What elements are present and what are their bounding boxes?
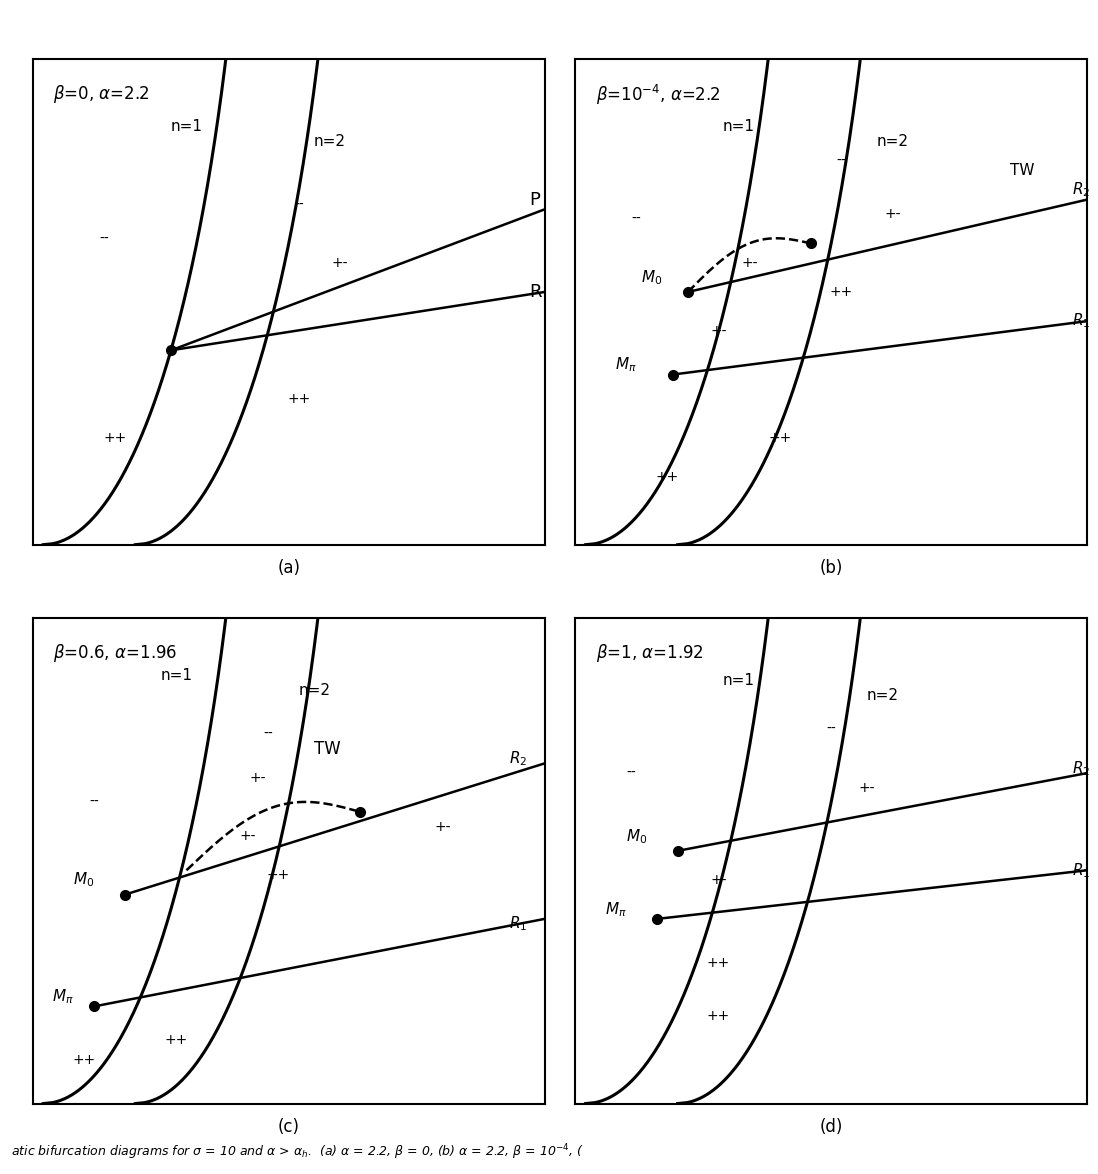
Text: $R_2$: $R_2$ <box>1072 181 1090 200</box>
Text: TW: TW <box>1010 163 1034 178</box>
Text: TW: TW <box>314 740 341 757</box>
Text: ++: ++ <box>707 956 730 970</box>
Text: --: -- <box>264 727 273 741</box>
Text: R: R <box>529 283 541 301</box>
Text: (a): (a) <box>278 559 300 578</box>
Text: n=2: n=2 <box>299 683 330 699</box>
Text: +-: +- <box>859 781 875 795</box>
Text: (b): (b) <box>819 559 843 578</box>
Text: $M_0$: $M_0$ <box>641 268 662 286</box>
Text: +-: +- <box>741 256 758 270</box>
Text: --: -- <box>294 197 304 211</box>
Text: $\beta$=0.6, $\alpha$=1.96: $\beta$=0.6, $\alpha$=1.96 <box>54 642 178 663</box>
Text: (c): (c) <box>278 1118 300 1136</box>
Text: ++: ++ <box>103 431 126 445</box>
Text: $M_\pi$: $M_\pi$ <box>615 356 637 375</box>
Text: n=2: n=2 <box>314 134 346 149</box>
Text: $R_2$: $R_2$ <box>1072 758 1090 777</box>
Text: --: -- <box>837 154 847 168</box>
Text: $R_2$: $R_2$ <box>508 749 527 768</box>
Text: ++: ++ <box>267 868 290 882</box>
Text: $M_0$: $M_0$ <box>626 826 647 845</box>
Text: +-: +- <box>884 208 900 221</box>
Text: $\beta$=1, $\alpha$=1.92: $\beta$=1, $\alpha$=1.92 <box>596 642 704 663</box>
Text: n=1: n=1 <box>160 668 192 683</box>
Text: atic bifurcation diagrams for $\sigma$ = 10 and $\alpha$ > $\alpha_h$.  (a) $\al: atic bifurcation diagrams for $\sigma$ =… <box>11 1142 584 1162</box>
Text: P: P <box>529 190 540 209</box>
Text: n=2: n=2 <box>876 134 908 149</box>
Text: --: -- <box>627 767 637 780</box>
Text: $R_1$: $R_1$ <box>1072 312 1090 330</box>
Text: --: -- <box>631 212 641 227</box>
Text: +-: +- <box>239 829 256 843</box>
Text: ++: ++ <box>288 392 311 406</box>
Text: +-: +- <box>710 324 727 338</box>
Text: +-: +- <box>710 873 727 888</box>
Text: $M_\pi$: $M_\pi$ <box>53 987 74 1006</box>
Text: ++: ++ <box>656 470 679 484</box>
Text: ++: ++ <box>830 285 853 299</box>
Text: $\beta$=10$^{-4}$, $\alpha$=2.2: $\beta$=10$^{-4}$, $\alpha$=2.2 <box>596 83 720 107</box>
Text: ++: ++ <box>707 1010 730 1023</box>
Text: (d): (d) <box>819 1118 843 1136</box>
Text: n=1: n=1 <box>170 120 202 134</box>
Text: n=1: n=1 <box>724 673 755 688</box>
Text: $M_0$: $M_0$ <box>74 871 94 890</box>
Text: ++: ++ <box>165 1033 188 1047</box>
Text: +-: +- <box>434 819 450 834</box>
Text: $\beta$=0, $\alpha$=2.2: $\beta$=0, $\alpha$=2.2 <box>54 83 150 104</box>
Text: --: -- <box>100 231 110 245</box>
Text: ++: ++ <box>769 431 792 445</box>
Text: n=1: n=1 <box>724 120 755 134</box>
Text: +-: +- <box>250 771 267 785</box>
Text: ++: ++ <box>72 1053 96 1067</box>
Text: $R_1$: $R_1$ <box>508 915 527 933</box>
Text: $M_\pi$: $M_\pi$ <box>605 899 627 918</box>
Text: $R_1$: $R_1$ <box>1072 861 1090 879</box>
Text: --: -- <box>827 722 836 736</box>
Text: +-: +- <box>332 256 348 270</box>
Text: n=2: n=2 <box>866 688 898 703</box>
Text: --: -- <box>89 795 99 809</box>
